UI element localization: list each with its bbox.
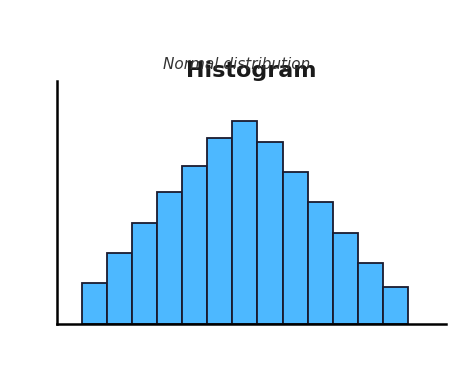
Bar [157, 192, 182, 324]
Text: Normal distribution: Normal distribution [164, 57, 310, 72]
Title: Histogram: Histogram [186, 61, 317, 81]
Bar [107, 253, 132, 324]
Bar [308, 202, 333, 324]
Bar [132, 223, 157, 324]
Bar [82, 283, 107, 324]
Bar [207, 138, 232, 324]
Bar [383, 287, 408, 324]
Bar [283, 172, 308, 324]
Bar [257, 142, 283, 324]
Bar [232, 121, 257, 324]
Bar [333, 233, 358, 324]
Bar [358, 263, 383, 324]
Bar [182, 166, 207, 324]
